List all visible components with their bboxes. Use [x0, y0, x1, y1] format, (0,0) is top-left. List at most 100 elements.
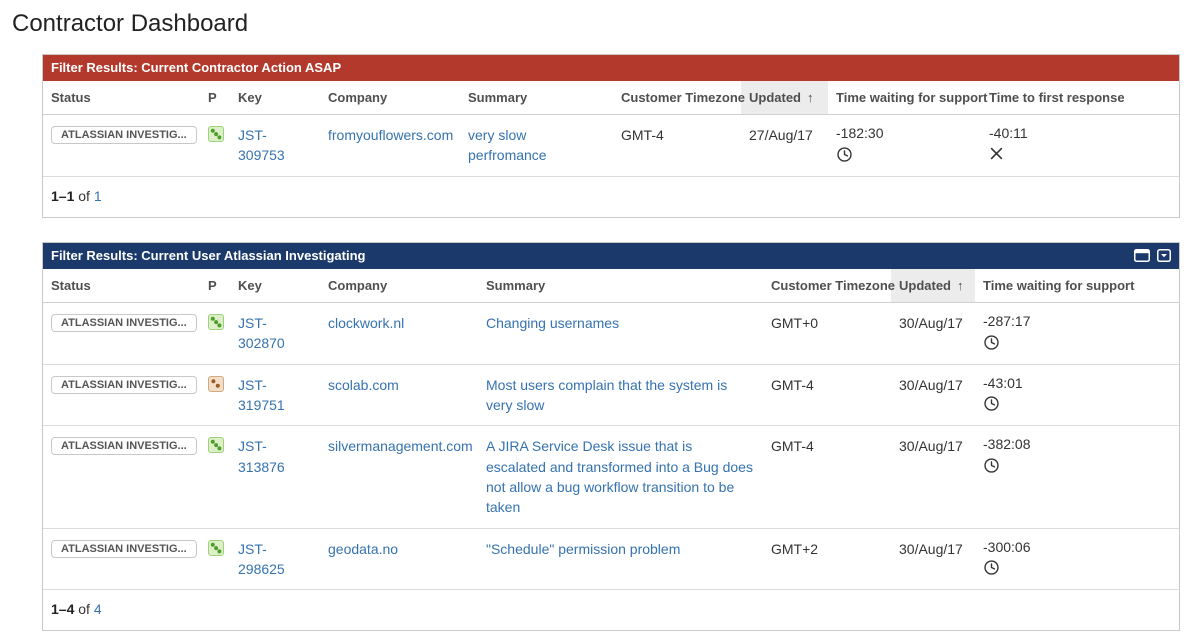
- company-link[interactable]: geodata.no: [328, 540, 399, 557]
- issue-key-link[interactable]: JST-298625: [238, 540, 285, 577]
- status-lozenge: ATLASSIAN INVESTIG...: [51, 126, 197, 144]
- company-cell: geodata.no: [320, 527, 478, 590]
- priority-cell: [200, 302, 230, 364]
- issue-key-link[interactable]: JST-302870: [238, 314, 285, 352]
- column-header-label: Time waiting for support: [983, 277, 1135, 293]
- updated-cell: 30/Aug/17: [891, 527, 975, 590]
- issue-key-link[interactable]: JST-319751: [238, 376, 285, 413]
- column-header-label: Status: [51, 277, 91, 293]
- status-lozenge: ATLASSIAN INVESTIG...: [51, 437, 197, 456]
- time-waiting-value: -43:01: [983, 374, 1023, 391]
- updated-cell: 30/Aug/17: [891, 363, 975, 426]
- column-header-customer-timezone[interactable]: Customer Timezone: [763, 268, 895, 303]
- clock-icon: [983, 559, 1000, 576]
- time-waiting-cell: -43:01: [975, 363, 1179, 426]
- pagination-range: 1–1: [51, 187, 75, 204]
- panel-header: Filter Results: Current Contractor Actio…: [43, 55, 1179, 81]
- status-cell: ATLASSIAN INVESTIG...: [43, 527, 200, 590]
- sort-ascending-icon: ↑: [957, 277, 964, 293]
- issue-row: ATLASSIAN INVESTIG... JST-302870 clockwork…: [43, 302, 1179, 364]
- column-header-updated[interactable]: Updated ↑: [741, 81, 828, 115]
- dashboard-panels: Filter Results: Current Contractor Actio…: [0, 54, 1188, 632]
- priority-cell: [200, 363, 230, 426]
- panel-header: Filter Results: Current User Atlassian I…: [43, 242, 1179, 269]
- updated-value: 27/Aug/17: [749, 127, 813, 143]
- clock-icon: [983, 334, 1000, 351]
- column-header-p[interactable]: P: [200, 81, 230, 115]
- column-header-label: Customer Timezone: [771, 277, 896, 293]
- key-cell: JST-298625: [230, 527, 320, 590]
- priority-green-icon: [208, 437, 224, 454]
- filter-results-panel: Filter Results: Current User Atlassian I…: [42, 241, 1180, 632]
- column-header-time-waiting-for-support[interactable]: Time waiting for support: [828, 81, 987, 115]
- status-cell: ATLASSIAN INVESTIG...: [43, 363, 200, 426]
- timezone-value: GMT+2: [771, 540, 819, 557]
- summary-link[interactable]: "Schedule" permission problem: [486, 540, 681, 557]
- column-header-company[interactable]: Company: [320, 81, 460, 115]
- column-header-label: Key: [238, 90, 262, 105]
- column-header-label: Time waiting for support: [836, 90, 988, 105]
- time-waiting-value: -382:08: [983, 436, 1031, 453]
- column-header-summary[interactable]: Summary: [478, 268, 763, 303]
- column-header-key[interactable]: Key: [230, 268, 320, 303]
- company-link[interactable]: scolab.com: [328, 376, 399, 393]
- dropdown-icon[interactable]: [1157, 249, 1171, 263]
- summary-link[interactable]: A JIRA Service Desk issue that is escala…: [486, 438, 753, 516]
- clock-icon: [836, 146, 853, 163]
- updated-cell: 30/Aug/17: [891, 425, 975, 529]
- pagination-total-link[interactable]: 1: [93, 187, 102, 204]
- pagination-range: 1–4: [51, 601, 75, 618]
- column-header-status[interactable]: Status: [43, 268, 200, 303]
- timezone-value: GMT-4: [771, 438, 814, 455]
- timezone-cell: GMT-4: [763, 363, 891, 426]
- column-header-p[interactable]: P: [200, 268, 230, 303]
- issue-row: ATLASSIAN INVESTIG... JST-309753 fromyoufl…: [43, 115, 1179, 176]
- status-lozenge: ATLASSIAN INVESTIG...: [51, 539, 197, 558]
- pagination-of-label: of: [78, 601, 90, 618]
- filter-results-table: Status P Key Company Summary Customer Timezon…: [43, 268, 1179, 590]
- column-header-company[interactable]: Company: [320, 268, 478, 303]
- column-header-label: Company: [328, 277, 388, 293]
- summary-link[interactable]: Changing usernames: [486, 314, 620, 331]
- time-waiting-cell: -382:08: [975, 425, 1179, 529]
- column-header-time-waiting-for-support[interactable]: Time waiting for support: [975, 268, 1179, 303]
- company-link[interactable]: silvermanagement.com: [328, 438, 473, 455]
- updated-value: 30/Aug/17: [899, 376, 963, 393]
- pagination-total-link[interactable]: 4: [93, 601, 102, 618]
- summary-cell: "Schedule" permission problem: [478, 527, 763, 590]
- summary-link[interactable]: Most users complain that the system is v…: [486, 376, 728, 413]
- column-header-label: Summary: [468, 90, 528, 105]
- company-link[interactable]: clockwork.nl: [328, 314, 405, 331]
- issue-key-link[interactable]: JST-309753: [238, 127, 285, 164]
- column-header-updated[interactable]: Updated ↑: [891, 268, 975, 303]
- issue-key-link[interactable]: JST-313876: [238, 438, 285, 475]
- summary-cell: A JIRA Service Desk issue that is escala…: [478, 425, 763, 529]
- column-header-label: Updated: [749, 90, 801, 105]
- company-link[interactable]: fromyouflowers.com: [328, 127, 454, 143]
- company-cell: fromyouflowers.com: [320, 115, 460, 176]
- page-title: Contractor Dashboard: [12, 10, 249, 37]
- column-header-key[interactable]: Key: [230, 81, 320, 115]
- status-cell: ATLASSIAN INVESTIG...: [43, 425, 200, 529]
- summary-cell: Changing usernames: [478, 302, 763, 364]
- column-header-customer-timezone[interactable]: Customer Timezone: [613, 81, 745, 115]
- timezone-value: GMT-4: [621, 127, 664, 143]
- column-header-summary[interactable]: Summary: [460, 81, 613, 115]
- status-cell: ATLASSIAN INVESTIG...: [43, 302, 200, 364]
- column-header-row: Status P Key Company Summary Customer Timezon…: [43, 268, 1179, 303]
- column-header-label: Updated: [899, 277, 951, 293]
- column-header-label: Company: [328, 90, 388, 105]
- sort-ascending-icon: ↑: [807, 90, 814, 105]
- minimize-icon[interactable]: [1134, 249, 1150, 263]
- summary-link[interactable]: very slow perfromance: [468, 127, 547, 164]
- column-header-label: Key: [238, 277, 262, 293]
- column-header-label: Summary: [486, 277, 546, 293]
- summary-cell: very slow perfromance: [460, 115, 613, 176]
- updated-value: 30/Aug/17: [899, 438, 963, 455]
- column-header-time-to-first-response[interactable]: Time to first response: [981, 81, 1179, 115]
- priority-cell: [200, 115, 230, 176]
- updated-cell: 27/Aug/17: [741, 115, 828, 176]
- updated-value: 30/Aug/17: [899, 540, 963, 557]
- timezone-cell: GMT+0: [763, 302, 891, 364]
- column-header-status[interactable]: Status: [43, 81, 200, 115]
